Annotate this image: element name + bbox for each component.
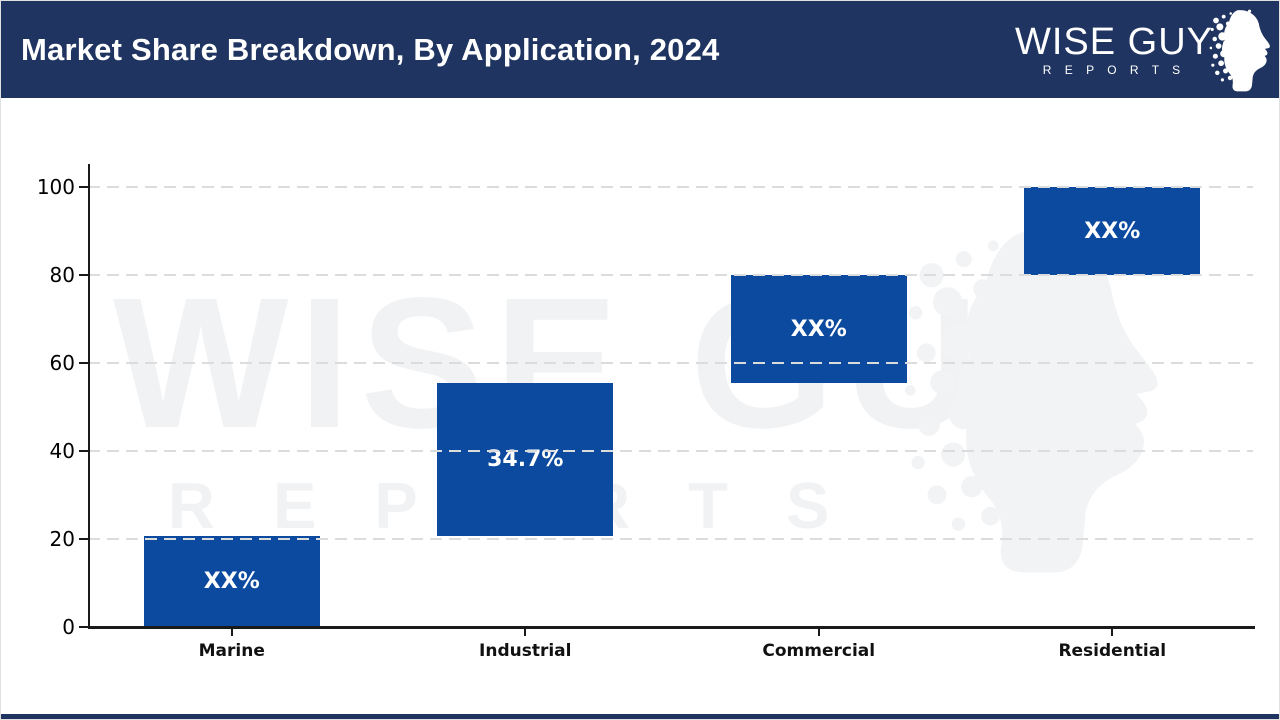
chart-title: Market Share Breakdown, By Application, … [21, 31, 720, 67]
y-tick-100 [79, 186, 88, 188]
y-tick-label-40: 40 [49, 439, 75, 463]
bar-marine: XX% [143, 535, 320, 627]
y-tick-40 [79, 450, 88, 452]
x-axis-label-marine: Marine [198, 641, 265, 661]
y-tick-80 [79, 274, 88, 276]
x-tick-commercial [817, 629, 820, 636]
y-tick-label-100: 100 [36, 175, 75, 199]
x-axis-label-industrial: Industrial [479, 641, 572, 661]
x-tick-residential [1111, 629, 1114, 636]
y-tick-label-80: 80 [49, 263, 75, 287]
y-tick-0 [79, 626, 88, 628]
x-tick-industrial [524, 629, 527, 636]
x-axis-label-commercial: Commercial [762, 641, 876, 661]
logo-brand-text: WISE GUY [1014, 20, 1213, 63]
footer-bar [1, 714, 1279, 719]
gridline-100 [88, 186, 1253, 188]
gridline-40 [88, 450, 1253, 452]
header-bar: Market Share Breakdown, By Application, … [1, 1, 1279, 98]
y-tick-60 [79, 362, 88, 364]
gridline-60 [88, 362, 1253, 364]
y-tick-20 [79, 538, 88, 540]
y-tick-label-20: 20 [49, 527, 75, 551]
y-tick-label-0: 0 [62, 615, 75, 639]
gridline-80 [88, 274, 1253, 276]
bar-commercial: XX% [730, 275, 907, 384]
x-tick-marine [230, 629, 233, 636]
y-tick-label-60: 60 [49, 351, 75, 375]
brand-logo: WISE GUY R E P O R T S [1015, 5, 1271, 95]
bar-industrial: 34.7% [437, 383, 614, 536]
bar-value-label-marine: XX% [203, 568, 260, 594]
gridline-20 [88, 538, 1253, 540]
y-axis-spine [88, 164, 90, 627]
x-axis-label-residential: Residential [1058, 641, 1167, 661]
x-axis-line [88, 626, 1255, 629]
logo-reports-text: R E P O R T S [1042, 63, 1186, 78]
bar-value-label-commercial: XX% [790, 316, 847, 342]
